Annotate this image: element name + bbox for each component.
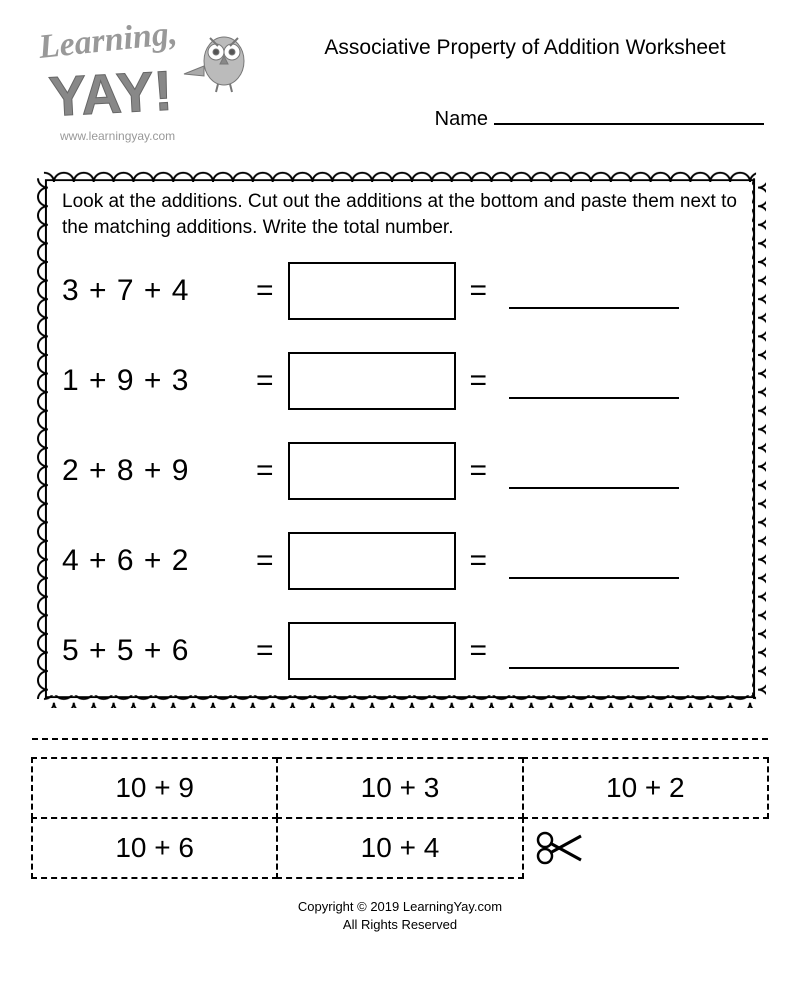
copyright-text: Copyright © 2019 LearningYay.com xyxy=(32,898,768,916)
footer: Copyright © 2019 LearningYay.com All Rig… xyxy=(32,898,768,934)
name-input-line[interactable] xyxy=(494,123,764,125)
problems-list: 3 + 7 + 4 = = 1 + 9 + 3 = = 2 + 8 + 9 = … xyxy=(56,262,744,680)
page-title: Associative Property of Addition Workshe… xyxy=(282,36,768,60)
answer-line[interactable] xyxy=(509,453,679,489)
paste-box[interactable] xyxy=(288,442,456,500)
paste-box[interactable] xyxy=(288,352,456,410)
problem-row: 3 + 7 + 4 = = xyxy=(62,262,738,320)
name-label: Name xyxy=(435,108,488,131)
equals-sign: = xyxy=(470,274,488,308)
cutout-tile[interactable]: 10 + 2 xyxy=(522,757,769,819)
logo: Learning, YAY! xyxy=(32,18,262,148)
svg-text:www.learningyay.com: www.learningyay.com xyxy=(59,129,175,143)
problem-expression: 1 + 9 + 3 xyxy=(62,364,242,398)
equals-sign: = xyxy=(256,634,274,668)
problem-expression: 2 + 8 + 9 xyxy=(62,454,242,488)
cutout-tile[interactable]: 10 + 4 xyxy=(276,817,523,879)
answer-line[interactable] xyxy=(509,633,679,669)
equals-sign: = xyxy=(256,274,274,308)
problem-row: 2 + 8 + 9 = = xyxy=(62,442,738,500)
paste-box[interactable] xyxy=(288,532,456,590)
equals-sign: = xyxy=(256,544,274,578)
header-row: Learning, YAY! xyxy=(32,18,768,153)
paste-box[interactable] xyxy=(288,262,456,320)
scissors-icon xyxy=(535,828,585,868)
cutout-tile[interactable]: 10 + 9 xyxy=(31,757,278,819)
cutout-text: 10 + 2 xyxy=(606,772,685,804)
cutout-text: 10 + 6 xyxy=(115,832,194,864)
answer-line[interactable] xyxy=(509,273,679,309)
problem-row: 4 + 6 + 2 = = xyxy=(62,532,738,590)
rights-text: All Rights Reserved xyxy=(32,916,768,934)
cut-line xyxy=(32,738,768,740)
equals-sign: = xyxy=(470,364,488,398)
problem-row: 1 + 9 + 3 = = xyxy=(62,352,738,410)
problem-row: 5 + 5 + 6 = = xyxy=(62,622,738,680)
equals-sign: = xyxy=(470,454,488,488)
cutout-tile[interactable]: 10 + 3 xyxy=(276,757,523,819)
equals-sign: = xyxy=(470,544,488,578)
equals-sign: = xyxy=(256,454,274,488)
svg-text:YAY!: YAY! xyxy=(47,59,174,128)
name-field-row: Name xyxy=(282,108,768,131)
problem-expression: 4 + 6 + 2 xyxy=(62,544,242,578)
answer-line[interactable] xyxy=(509,363,679,399)
equals-sign: = xyxy=(256,364,274,398)
scissors-cell xyxy=(523,818,768,878)
equals-sign: = xyxy=(470,634,488,668)
cutout-text: 10 + 4 xyxy=(361,832,440,864)
cutout-text: 10 + 3 xyxy=(361,772,440,804)
problem-expression: 3 + 7 + 4 xyxy=(62,274,242,308)
answer-line[interactable] xyxy=(509,543,679,579)
cutout-text: 10 + 9 xyxy=(115,772,194,804)
instructions-text: Look at the additions. Cut out the addit… xyxy=(56,189,744,240)
paste-box[interactable] xyxy=(288,622,456,680)
worksheet-box: Look at the additions. Cut out the addit… xyxy=(32,167,768,710)
problem-expression: 5 + 5 + 6 xyxy=(62,634,242,668)
cutouts-grid: 10 + 9 10 + 3 10 + 2 10 + 6 10 + 4 xyxy=(32,758,768,878)
cutout-tile[interactable]: 10 + 6 xyxy=(31,817,278,879)
